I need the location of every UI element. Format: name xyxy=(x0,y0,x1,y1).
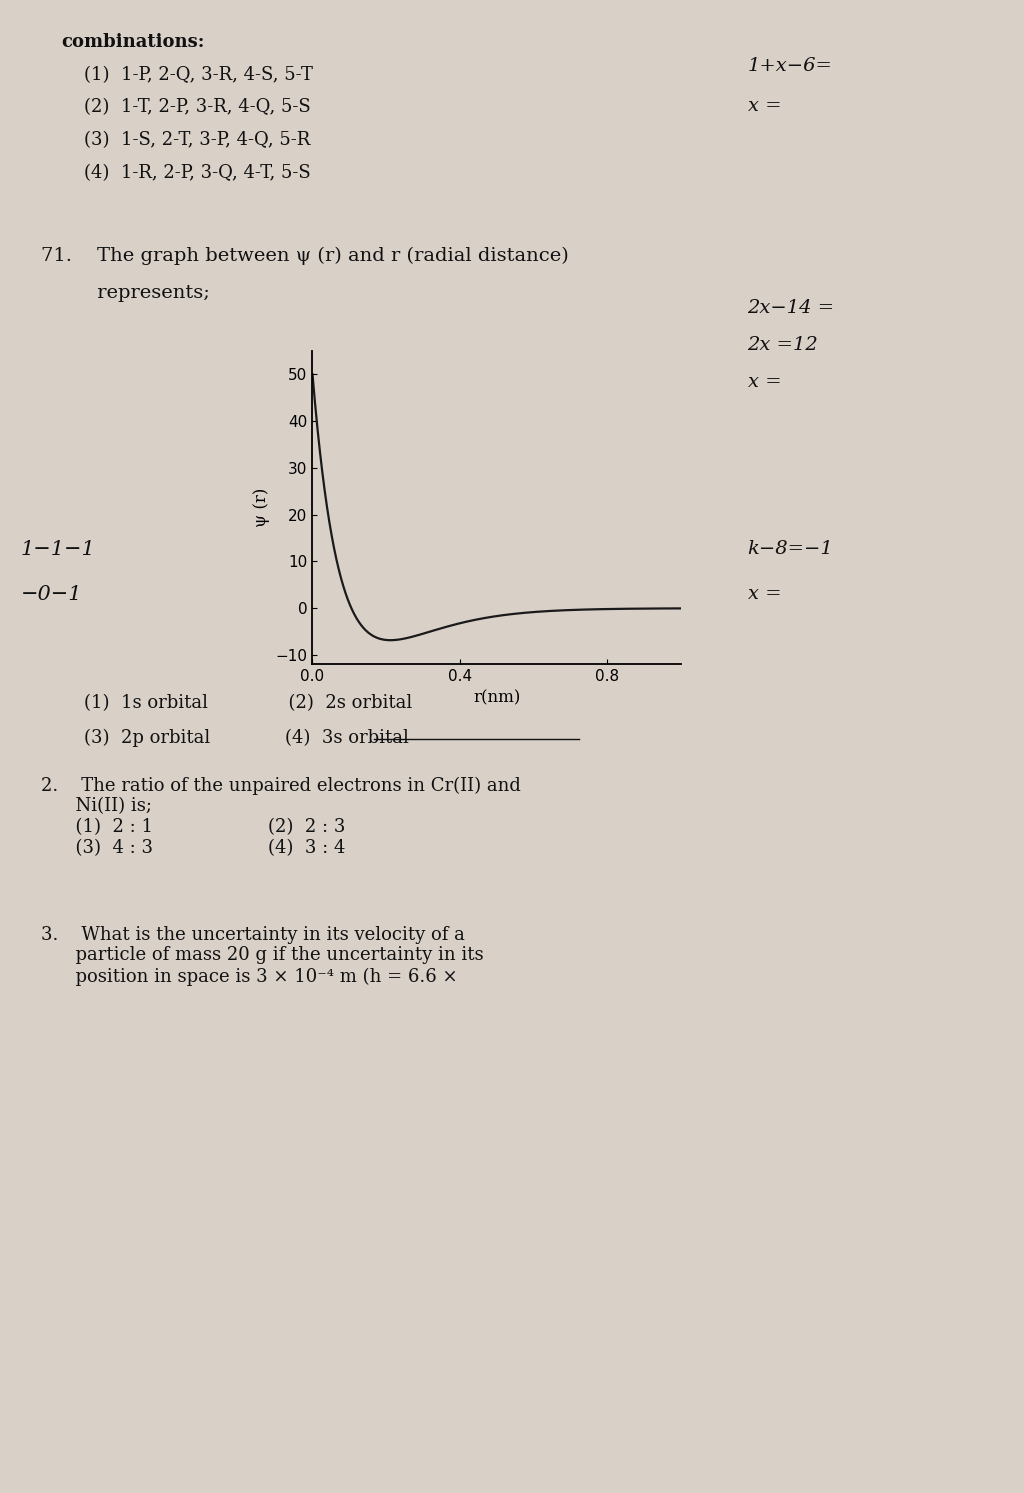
Text: 2x =12: 2x =12 xyxy=(748,336,818,354)
Text: (2)  1-T, 2-P, 3-R, 4-Q, 5-S: (2) 1-T, 2-P, 3-R, 4-Q, 5-S xyxy=(61,99,311,116)
Text: (1)  1-P, 2-Q, 3-R, 4-S, 5-T: (1) 1-P, 2-Q, 3-R, 4-S, 5-T xyxy=(61,66,313,84)
Text: represents;: represents; xyxy=(41,284,210,302)
Text: 2.    The ratio of the unpaired electrons in Cr(II) and
      Ni(II) is;
      (: 2. The ratio of the unpaired electrons i… xyxy=(41,776,521,857)
Text: x =: x = xyxy=(748,373,781,391)
Text: (3)  2p orbital             (4)  3s orbital: (3) 2p orbital (4) 3s orbital xyxy=(61,729,410,746)
Y-axis label: ψ (r): ψ (r) xyxy=(253,488,270,527)
Text: 1+x−6=: 1+x−6= xyxy=(748,57,833,75)
Text: −0−1: −0−1 xyxy=(20,585,82,605)
Text: 71.    The graph between ψ (r) and r (radial distance): 71. The graph between ψ (r) and r (radia… xyxy=(41,246,568,264)
Text: (1)  1s orbital              (2)  2s orbital: (1) 1s orbital (2) 2s orbital xyxy=(61,694,413,712)
Text: 1−1−1: 1−1−1 xyxy=(20,540,95,560)
Text: (3)  1-S, 2-T, 3-P, 4-Q, 5-R: (3) 1-S, 2-T, 3-P, 4-Q, 5-R xyxy=(61,131,310,149)
Text: k−8=−1: k−8=−1 xyxy=(748,540,834,558)
Text: 3.    What is the uncertainty in its velocity of a
      particle of mass 20 g i: 3. What is the uncertainty in its veloci… xyxy=(41,926,483,985)
Text: x =: x = xyxy=(748,585,781,603)
Text: (4)  1-R, 2-P, 3-Q, 4-T, 5-S: (4) 1-R, 2-P, 3-Q, 4-T, 5-S xyxy=(61,164,311,182)
Text: x =: x = xyxy=(748,97,781,115)
X-axis label: r(nm): r(nm) xyxy=(473,690,520,706)
Text: combinations:: combinations: xyxy=(61,33,205,51)
Text: 2x−14 =: 2x−14 = xyxy=(748,299,835,317)
